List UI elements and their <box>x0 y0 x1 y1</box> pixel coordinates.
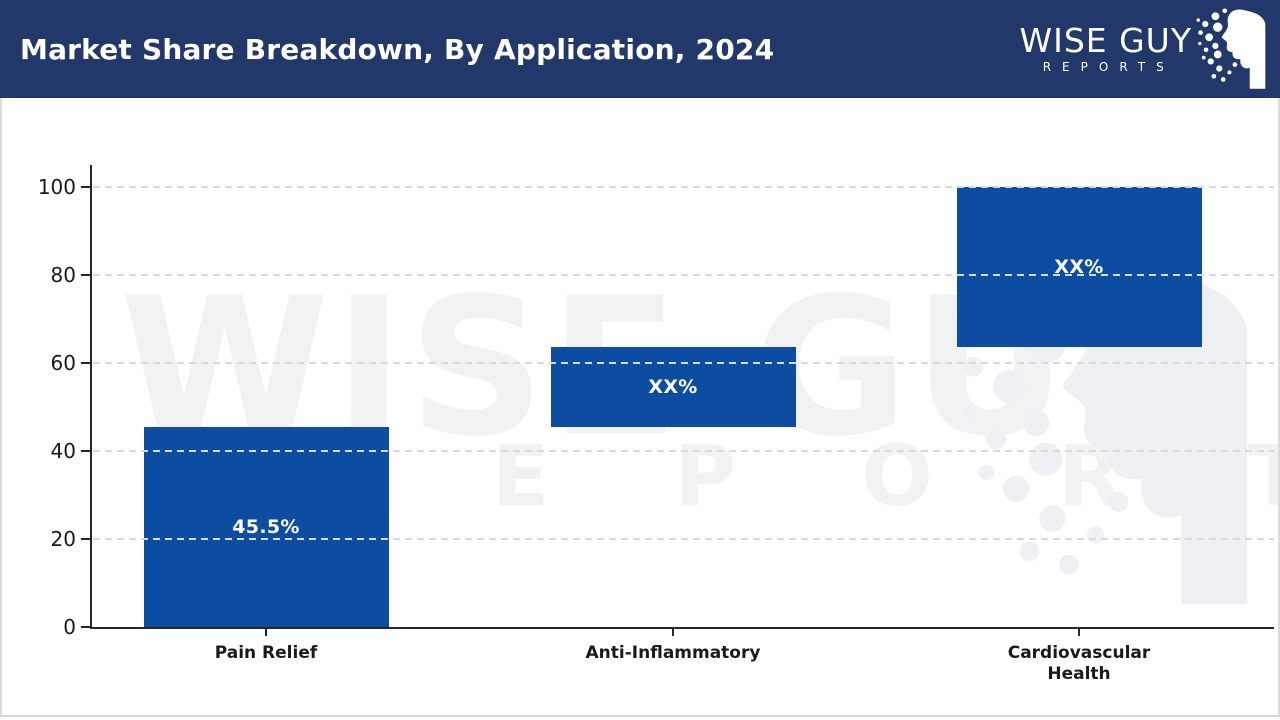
bar: XX% <box>550 347 796 427</box>
x-tick-label: Cardiovascular Health <box>1007 643 1151 685</box>
x-tick-label: Anti-Inflammatory <box>585 643 761 663</box>
bar-value-label: 45.5% <box>232 515 300 538</box>
bar-value-label: XX% <box>648 375 698 398</box>
gridline <box>93 538 1274 540</box>
y-tick-mark <box>81 450 90 452</box>
gridline <box>93 450 1274 452</box>
y-tick-label: 60 <box>50 351 76 375</box>
logo-subtext: REPORTS <box>1042 60 1175 74</box>
logo-wordmark: WISE GUY <box>1019 21 1192 60</box>
y-tick-mark <box>81 274 90 276</box>
header: Market Share Breakdown, By Application, … <box>0 0 1280 98</box>
bar: XX% <box>956 187 1202 348</box>
x-axis <box>90 627 1274 629</box>
gridline <box>93 362 1274 364</box>
gridline <box>93 274 1274 276</box>
y-tick-label: 40 <box>50 439 76 463</box>
gridline <box>93 186 1274 188</box>
y-tick-label: 100 <box>37 175 76 199</box>
x-tick-mark <box>672 629 674 636</box>
y-tick-mark <box>81 186 90 188</box>
x-tick-mark <box>1078 629 1080 636</box>
x-tick-mark <box>265 629 267 636</box>
y-tick-label: 20 <box>50 527 76 551</box>
logo-face-icon <box>1196 8 1266 89</box>
y-tick-mark <box>81 626 90 628</box>
y-tick-mark <box>81 362 90 364</box>
page-title: Market Share Breakdown, By Application, … <box>20 32 775 66</box>
y-tick-mark <box>81 538 90 540</box>
y-axis <box>90 165 92 629</box>
y-tick-label: 80 <box>50 263 76 287</box>
brand-logo: WISE GUY REPORTS <box>1019 6 1270 92</box>
bar: 45.5% <box>143 426 389 627</box>
waterfall-chart: 0 20 40 60 80 100 45.5% XX% XX% Pain Relief Anti-I… <box>2 98 1278 715</box>
x-tick-label: Pain Relief <box>214 643 318 663</box>
chart-card: WISE GUY R E P O R T S 02040608010045.5%… <box>0 98 1280 717</box>
y-tick-label: 0 <box>63 615 76 639</box>
brand-logo-text: WISE GUY REPORTS <box>1019 24 1192 74</box>
